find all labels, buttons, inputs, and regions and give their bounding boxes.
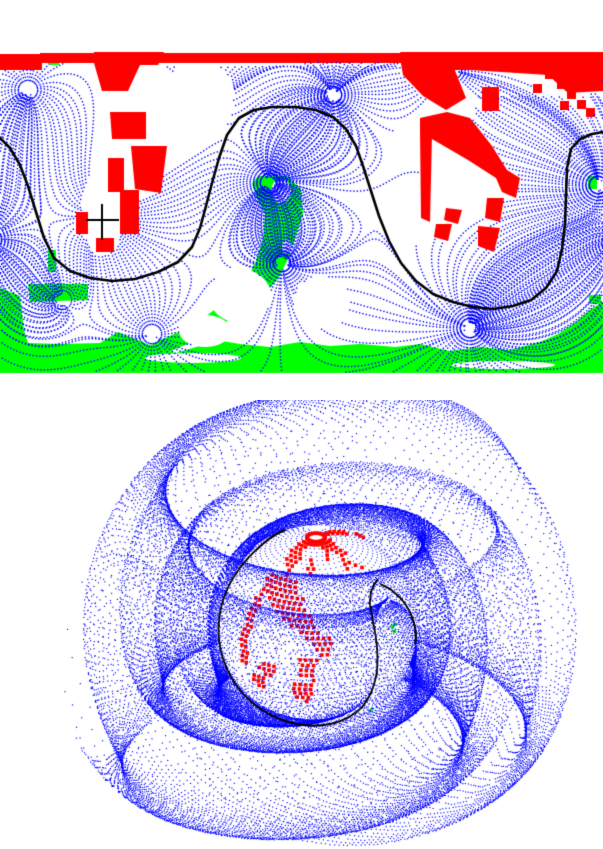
- synoptic-map-canvas: [0, 0, 603, 400]
- current-sheet-3d-canvas: [0, 400, 603, 849]
